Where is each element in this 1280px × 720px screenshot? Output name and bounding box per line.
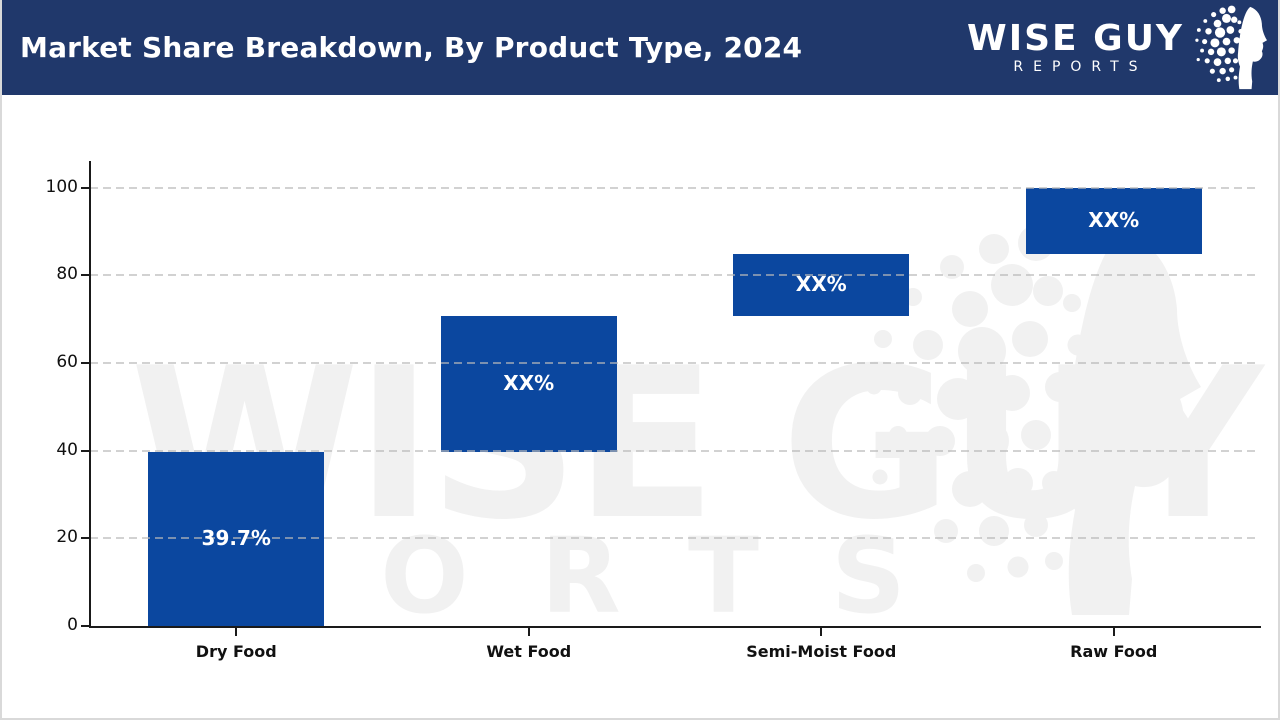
gridline (90, 449, 1260, 452)
y-tick-label: 0 (67, 615, 78, 635)
gridline (90, 537, 1260, 540)
gridline (90, 274, 1260, 277)
y-tick (81, 625, 89, 627)
wiseguy-logo: WISE GUY REPORTS (967, 3, 1274, 93)
page-title: Market Share Breakdown, By Product Type,… (20, 31, 803, 64)
y-tick (81, 274, 89, 277)
y-tick-label: 20 (56, 527, 78, 548)
gridline (90, 186, 1260, 189)
bar-value-label: XX% (503, 370, 555, 395)
x-axis-label: Raw Food (1070, 642, 1158, 661)
logo-line1: WISE GUY (966, 17, 1184, 59)
x-tick (527, 628, 530, 636)
bar-value-label: XX% (1088, 207, 1140, 232)
bar-value-label: XX% (795, 271, 847, 296)
y-tick (81, 537, 89, 540)
y-tick-label: 80 (56, 264, 78, 285)
x-axis-label: Wet Food (486, 642, 572, 661)
header: Market Share Breakdown, By Product Type,… (2, 0, 1278, 95)
bar (1025, 187, 1202, 254)
bar (440, 315, 617, 452)
x-axis-label: Dry Food (195, 642, 277, 661)
chart-area: WISE GUY PORTS 0 20 40 60 80 100 39.7% Dry Food… (2, 95, 1278, 718)
y-tick (81, 449, 89, 452)
x-tick (1112, 628, 1115, 636)
x-tick (820, 628, 823, 636)
y-tick (81, 362, 89, 365)
y-tick-label: 100 (45, 176, 78, 197)
bar-value-label: 39.7% (201, 525, 271, 550)
y-tick (81, 186, 89, 189)
logo-line2: REPORTS (1013, 58, 1148, 75)
x-axis-spine (89, 626, 1261, 628)
wiseguy-head-icon (1195, 5, 1267, 89)
y-tick-label: 60 (56, 352, 78, 373)
y-axis-spine (89, 160, 91, 628)
y-tick-label: 40 (56, 439, 78, 460)
gridline (90, 362, 1260, 365)
x-tick (235, 628, 238, 636)
x-axis-label: Semi-Moist Food (746, 642, 897, 661)
bar (733, 253, 910, 316)
logo-wordmark: WISE GUY REPORTS (966, 17, 1184, 75)
